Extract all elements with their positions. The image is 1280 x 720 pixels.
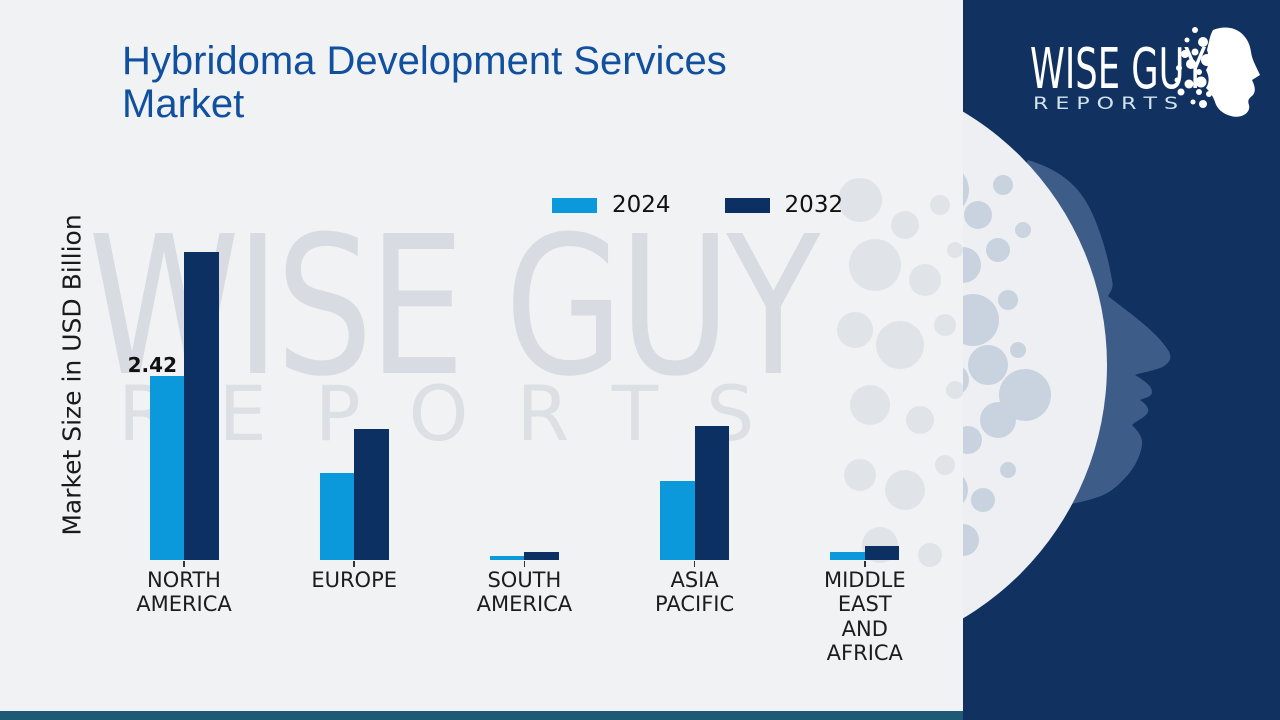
bar-2032-north-america xyxy=(184,252,219,560)
x-axis-category-label: EUROPE xyxy=(311,568,398,592)
bar-2032-europe xyxy=(354,429,389,560)
watermark-reports: REPORTS xyxy=(118,369,803,458)
chart-legend: 2024 2032 xyxy=(552,192,843,218)
bar-2032-asia-pacific xyxy=(694,426,730,560)
brand-wordmark: WISE GUY xyxy=(1030,37,1206,102)
x-axis-tick xyxy=(693,561,696,567)
bar-2024-south-america xyxy=(489,556,525,560)
legend-label-2032: 2032 xyxy=(784,192,844,218)
legend-label-2024: 2024 xyxy=(612,192,671,218)
bar-2024-europe xyxy=(319,473,355,560)
x-axis-category-label: SOUTH AMERICA xyxy=(476,568,573,617)
x-axis-tick xyxy=(523,561,526,567)
dot-pattern xyxy=(963,173,1051,556)
bar-2032-middle-east-and-africa xyxy=(864,546,900,560)
x-axis-tick xyxy=(183,561,185,567)
bar-2024-north-america xyxy=(149,376,184,560)
watermark-dot-pattern xyxy=(837,178,964,567)
bar-2024-middle-east-and-africa xyxy=(830,552,865,560)
footer-accent-bar xyxy=(0,711,963,720)
brand-face-icon xyxy=(1206,27,1260,117)
bar-2024-asia-pacific xyxy=(660,481,695,560)
legend-item-2032: 2032 xyxy=(724,192,844,218)
legend-swatch-2032 xyxy=(724,197,770,213)
brand-reports: R E P O R T S xyxy=(1033,94,1178,114)
legend-swatch-2024 xyxy=(552,197,597,213)
brand-panel-art: WISE GUY R E P O R T S xyxy=(963,0,1280,720)
bar-value-label: 2.42 xyxy=(127,353,177,377)
legend-item-2024: 2024 xyxy=(552,192,671,218)
x-axis-tick xyxy=(353,561,355,567)
x-axis-category-label: ASIA PACIFIC xyxy=(655,568,735,617)
brand-panel: WISE GUY R E P O R T S xyxy=(963,0,1280,720)
bar-2032-south-america xyxy=(524,552,559,560)
chart-title: Hybridoma Development Services Market xyxy=(122,39,727,127)
x-axis-tick xyxy=(864,561,866,567)
x-axis-category-label: MIDDLE EAST AND AFRICA xyxy=(823,568,906,666)
x-axis-category-label: NORTH AMERICA xyxy=(136,568,232,617)
brand-dot-pattern xyxy=(1174,27,1213,108)
